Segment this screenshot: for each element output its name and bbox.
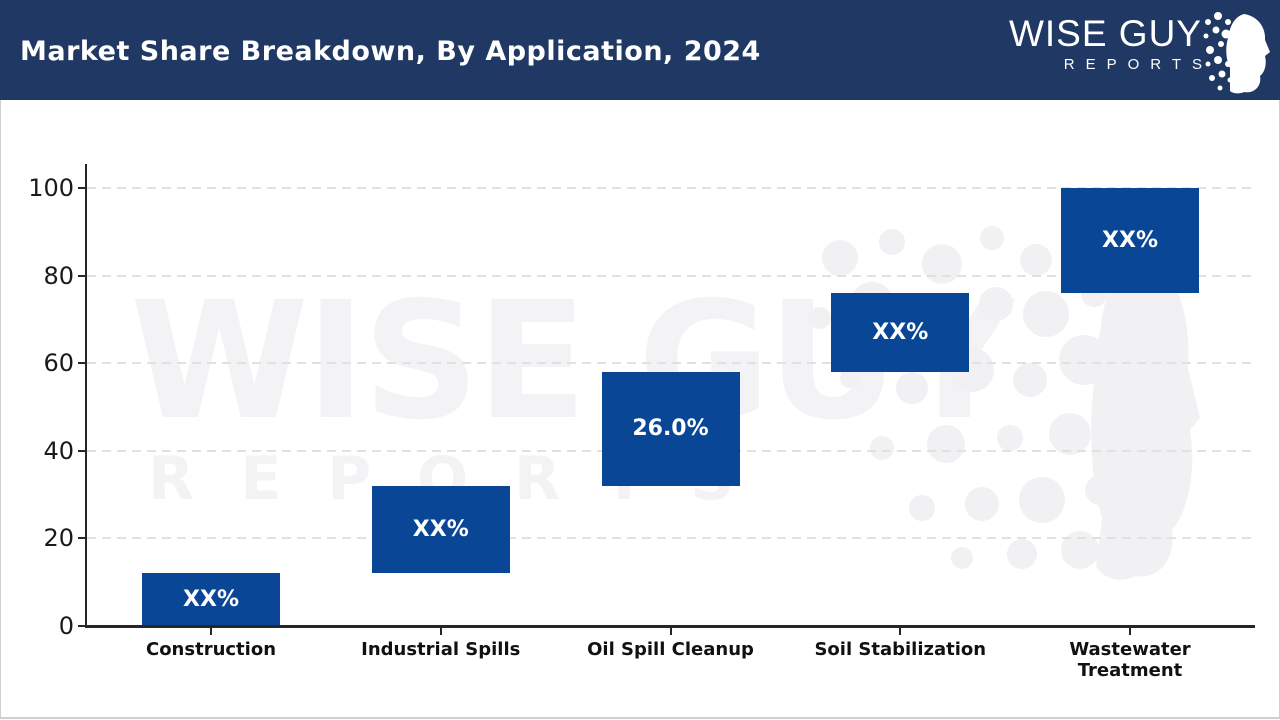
y-tick-label-60: 60 [43,349,74,378]
x-axis-label-4: Wastewater Treatment [1069,639,1191,681]
y-axis-line [85,164,87,628]
y-tick-mark-100 [78,187,86,189]
gridline-60 [87,362,1254,365]
y-tick-label-100: 100 [28,174,74,202]
x-tick-mark-3 [899,628,902,635]
x-tick-mark-0 [210,628,212,635]
chart-title: Market Share Breakdown, By Application, … [20,36,761,67]
y-tick-label-80: 80 [43,261,74,290]
gridline-100 [87,187,1254,189]
y-tick-mark-40 [78,449,86,452]
bar-construction: XX% [142,573,280,626]
y-tick-label-20: 20 [43,524,74,553]
bar-value-label: XX% [183,587,239,613]
gridline-80 [87,274,1254,277]
x-tick-mark-2 [669,628,672,635]
y-tick-mark-0 [78,625,86,627]
brand-logo-wordmark: WISE GUY [1008,13,1202,54]
bar-value-label: XX% [1102,228,1158,254]
brand-head-icon [1203,12,1270,94]
header-bar: Market Share Breakdown, By Application, … [0,0,1280,100]
x-axis-label-1: Industrial Spills [361,639,521,660]
y-tick-mark-60 [78,362,86,365]
bar-wastewater-treatment: XX% [1061,188,1199,294]
bar-industrial-spills: XX% [371,485,510,574]
bar-value-label: XX% [412,517,469,543]
x-axis-label-0: Construction [145,639,277,660]
x-axis-line [85,625,1255,628]
brand-logo-subtitle: REPORTS [1063,56,1213,73]
bar-value-label: 26.0% [632,416,709,442]
y-tick-mark-20 [78,537,86,540]
bar-soil-stabilization: XX% [831,293,970,372]
x-tick-mark-4 [1129,628,1131,635]
brand-logo: WISE GUY REPORTS [1009,14,1202,76]
bar-value-label: XX% [872,320,929,346]
x-axis-label-2: Oil Spill Cleanup [587,639,754,660]
y-tick-label-0: 0 [58,612,74,640]
y-tick-mark-80 [78,274,86,277]
gridline-20 [87,537,1254,540]
x-axis-label-3: Soil Stabilization [814,639,987,660]
y-tick-label-40: 40 [43,436,74,465]
bar-oil-spill-cleanup: 26.0% [601,371,740,486]
x-tick-mark-1 [439,628,442,635]
